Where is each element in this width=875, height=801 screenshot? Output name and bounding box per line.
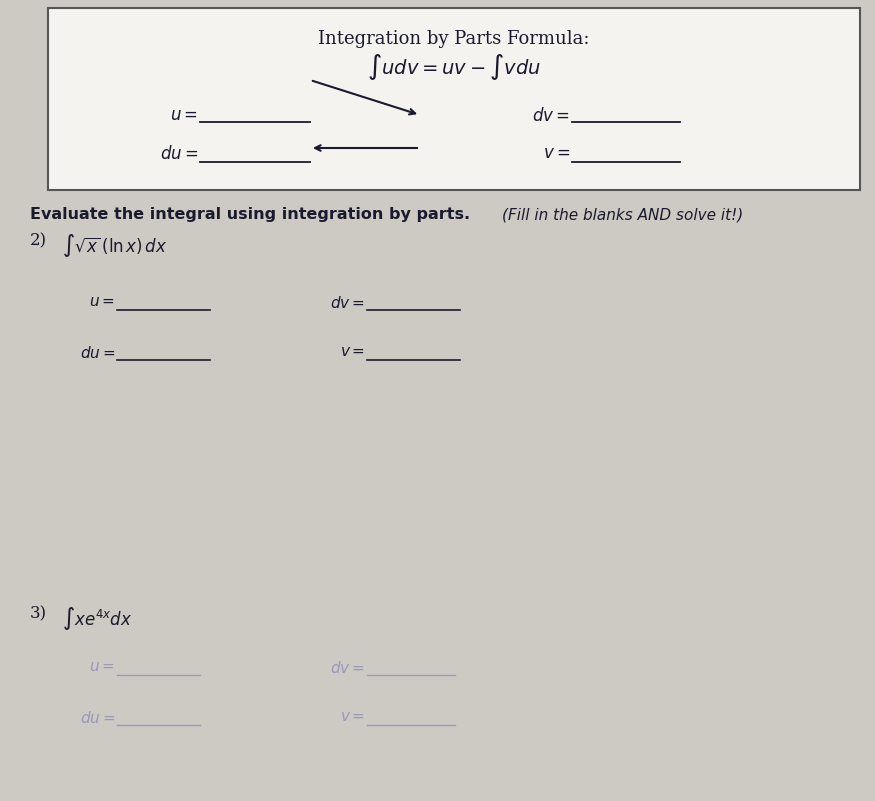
- Text: $v=$: $v=$: [340, 710, 365, 724]
- Text: $u=$: $u=$: [170, 107, 198, 124]
- Text: 2): 2): [30, 232, 47, 249]
- Text: 3): 3): [30, 605, 47, 622]
- Text: Evaluate the integral using integration by parts.: Evaluate the integral using integration …: [30, 207, 470, 222]
- Text: (Fill in the blanks AND solve it!): (Fill in the blanks AND solve it!): [502, 207, 743, 222]
- Text: $dv=$: $dv=$: [330, 295, 365, 311]
- Text: $v=$: $v=$: [542, 145, 570, 162]
- Text: Integration by Parts Formula:: Integration by Parts Formula:: [318, 30, 590, 48]
- Text: $u=$: $u=$: [89, 295, 115, 309]
- Text: $v=$: $v=$: [340, 345, 365, 359]
- Text: $du=$: $du=$: [80, 345, 115, 361]
- Text: $\int \sqrt{x}\,(\ln x)\,dx$: $\int \sqrt{x}\,(\ln x)\,dx$: [62, 232, 167, 259]
- Text: $u=$: $u=$: [89, 660, 115, 674]
- Text: $dv=$: $dv=$: [532, 107, 570, 125]
- Text: $dv=$: $dv=$: [330, 660, 365, 676]
- Text: $du=$: $du=$: [159, 145, 198, 163]
- Bar: [48, 8, 860, 190]
- Text: $\int xe^{4x}dx$: $\int xe^{4x}dx$: [62, 605, 132, 632]
- Text: $du=$: $du=$: [80, 710, 115, 726]
- Text: $\int udv = uv - \int vdu$: $\int udv = uv - \int vdu$: [367, 52, 541, 82]
